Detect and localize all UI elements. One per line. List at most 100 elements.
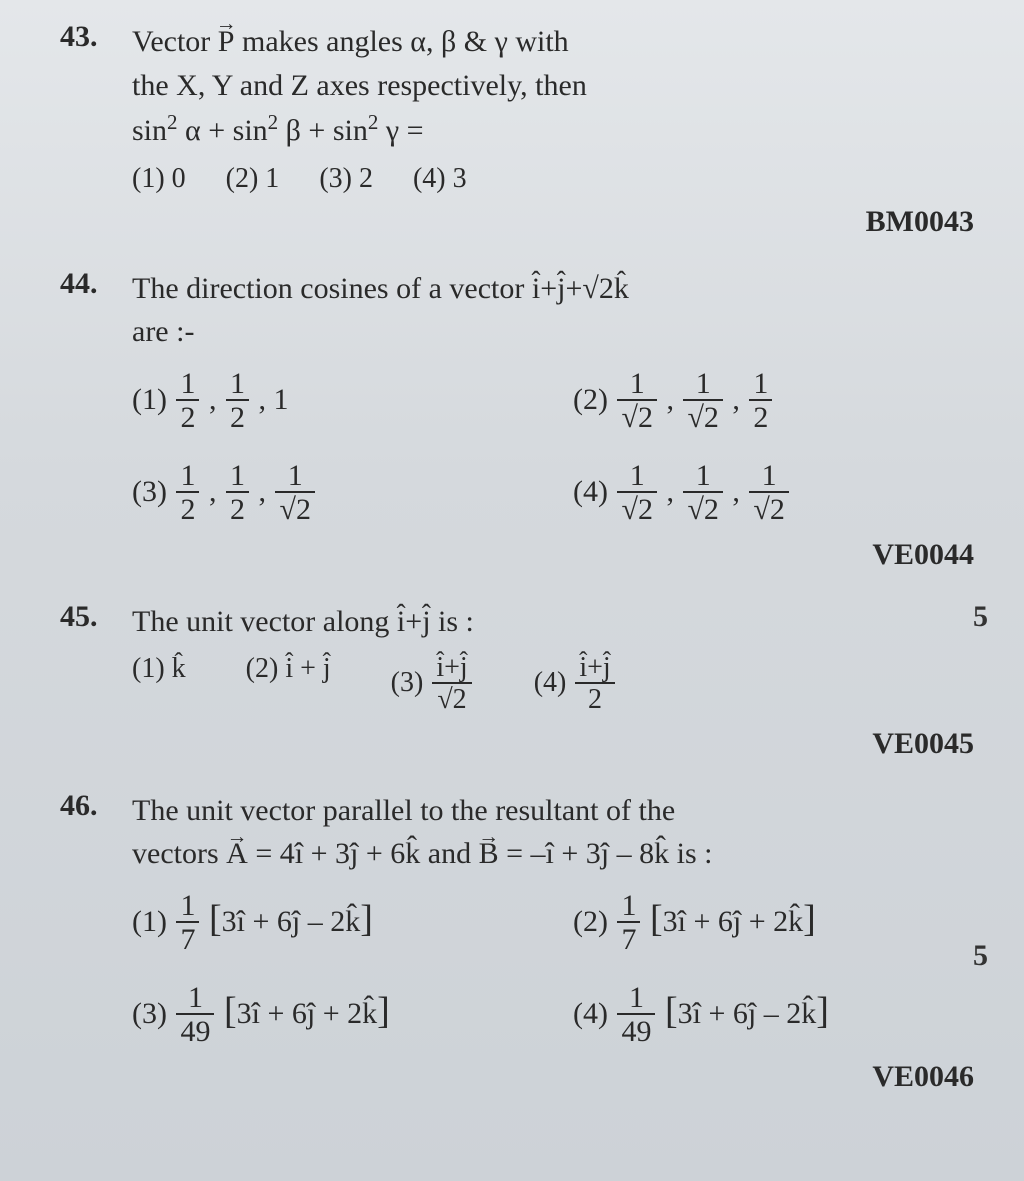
q44-o2-n1: 1 bbox=[617, 368, 656, 402]
q44-opt3: (3) 12 , 12 , 1√2 bbox=[132, 460, 553, 528]
q44-o2-label: (2) bbox=[573, 382, 615, 415]
q44-code: VE0044 bbox=[60, 538, 994, 572]
q45-jhat: j bbox=[422, 600, 430, 644]
question-43: 43. Vector P makes angles α, β & γ with … bbox=[60, 20, 994, 239]
q44-stem-a: The direction cosines of a vector bbox=[132, 272, 532, 305]
q44-o4-n2: 1 bbox=[683, 460, 722, 494]
q44-o2-d1: √2 bbox=[617, 401, 656, 436]
q46-stem: 46. The unit vector parallel to the resu… bbox=[60, 789, 994, 876]
q44-o2-n3: 1 bbox=[749, 368, 772, 402]
q46-o4-num: 1 bbox=[617, 982, 655, 1016]
q44-o4-c2: , bbox=[732, 474, 747, 507]
q43-opt4: (4) 3 bbox=[413, 163, 467, 195]
q44-o4-d2: √2 bbox=[683, 493, 722, 528]
q46-side-num: 5 bbox=[973, 939, 988, 973]
q45-side-num: 5 bbox=[973, 600, 988, 634]
q45-o2-i: i bbox=[285, 653, 293, 685]
q44-o1-n1: 1 bbox=[176, 368, 199, 402]
q46-o1-num: 1 bbox=[176, 890, 199, 924]
q44-o1-n2: 1 bbox=[226, 368, 249, 402]
q45-opt2: (2) i + j bbox=[246, 653, 331, 717]
q44-o3-c2: , bbox=[258, 474, 273, 507]
q45-o1-k: k bbox=[172, 653, 186, 685]
q44-o3-c1: , bbox=[209, 474, 224, 507]
q45-opt3: (3) i+j√2 bbox=[391, 653, 474, 717]
q45-options: (1) k (2) i + j (3) i+j√2 (4) i+j 2 bbox=[132, 653, 994, 717]
q46-o3-label: (3) bbox=[132, 996, 174, 1029]
q43-a: α + sin bbox=[178, 114, 268, 147]
q46-o4-bo: [ bbox=[665, 989, 678, 1031]
q46-o4-bc: ] bbox=[816, 989, 829, 1031]
q45-o4-label: (4) bbox=[534, 667, 574, 698]
q44-opt1: (1) 12 , 12 , 1 bbox=[132, 368, 553, 436]
q44-o2-d3: 2 bbox=[749, 401, 772, 436]
q46-stem-b-mid: and bbox=[420, 837, 478, 870]
q46-o1-bc: ] bbox=[360, 897, 373, 939]
q44-o3-d2: 2 bbox=[226, 493, 249, 528]
q46-code: VE0046 bbox=[60, 1060, 994, 1094]
q44-options: (1) 12 , 12 , 1 (2) 1√2 , 1√2 , 12 (3) 1… bbox=[132, 368, 994, 528]
q43-line1b: makes angles α, β & γ with bbox=[234, 25, 568, 58]
q43-vecP: P bbox=[218, 20, 235, 64]
q43-options: (1) 0 (2) 1 (3) 2 (4) 3 bbox=[132, 163, 994, 195]
q46-o3-bc: ] bbox=[377, 989, 390, 1031]
q44-o1-last: 1 bbox=[273, 382, 288, 415]
q44-opt2: (2) 1√2 , 1√2 , 12 bbox=[573, 368, 994, 436]
q46-options: (1) 17 [3î + 6ĵ – 2k̂] (2) 17 [3î + 6ĵ +… bbox=[132, 890, 994, 1050]
q46-o3-num: 1 bbox=[176, 982, 214, 1016]
q45-stem: 45. The unit vector along i+j is : bbox=[60, 600, 994, 644]
q46-Avec: A bbox=[226, 832, 248, 876]
q45-o3-num: i+j bbox=[432, 653, 471, 684]
q43-b: β + sin bbox=[278, 114, 368, 147]
q45-o2-j: j bbox=[323, 653, 331, 685]
q46-o2-bo: [ bbox=[650, 897, 663, 939]
q46-o3-den: 49 bbox=[176, 1015, 214, 1050]
q46-o2-bc: ] bbox=[803, 897, 816, 939]
q43-number: 43. bbox=[60, 20, 114, 54]
q46-stem-b-pre: vectors bbox=[132, 837, 226, 870]
q43-opt2: (2) 1 bbox=[226, 163, 280, 195]
q44-o2-c2: , bbox=[732, 382, 747, 415]
q46-stem-b-post: is : bbox=[669, 837, 712, 870]
q43-sin1: sin bbox=[132, 114, 167, 147]
q46-o2-num: 1 bbox=[617, 890, 640, 924]
q46-o4-label: (4) bbox=[573, 996, 615, 1029]
q44-number: 44. bbox=[60, 267, 114, 301]
q45-o4-den: 2 bbox=[575, 684, 614, 716]
q45-o3-den: √2 bbox=[432, 684, 471, 716]
q46-o2-label: (2) bbox=[573, 904, 615, 937]
q46-Bvec: B bbox=[479, 832, 499, 876]
q43-text: Vector P makes angles α, β & γ with the … bbox=[132, 20, 994, 153]
q44-stem-b: are :- bbox=[132, 315, 194, 348]
q46-o1-label: (1) bbox=[132, 904, 174, 937]
q46-Bexpr: = –î + 3ĵ – 8k̂ bbox=[499, 837, 670, 870]
q46-opt4: (4) 149 [3î + 6ĵ – 2k̂] bbox=[573, 982, 994, 1050]
q44-text: The direction cosines of a vector i+j+√2… bbox=[132, 267, 994, 354]
q44-o1-c1: , bbox=[209, 382, 224, 415]
q45-stem-tail: is : bbox=[431, 605, 474, 638]
q46-opt3: (3) 149 [3î + 6ĵ + 2k̂] bbox=[132, 982, 553, 1050]
page: 43. Vector P makes angles α, β & γ with … bbox=[0, 0, 1024, 1181]
q44-opt4: (4) 1√2 , 1√2 , 1√2 bbox=[573, 460, 994, 528]
q44-o4-d3: √2 bbox=[749, 493, 788, 528]
q45-o1-label: (1) bbox=[132, 653, 172, 684]
q46-o1-expr: 3î + 6ĵ – 2k̂ bbox=[222, 904, 361, 937]
q44-o4-n3: 1 bbox=[749, 460, 788, 494]
q45-ihat: i bbox=[397, 600, 405, 644]
q46-Aexpr: = 4î + 3ĵ + 6k̂ bbox=[248, 837, 420, 870]
q46-o2-den: 7 bbox=[617, 923, 640, 958]
q43-stem: 43. Vector P makes angles α, β & γ with … bbox=[60, 20, 994, 153]
question-44: 44. The direction cosines of a vector i+… bbox=[60, 267, 994, 572]
q46-o3-expr: 3î + 6ĵ + 2k̂ bbox=[237, 996, 378, 1029]
q44-o1-d1: 2 bbox=[176, 401, 199, 436]
q43-line2: the X, Y and Z axes respectively, then bbox=[132, 69, 587, 102]
q43-line1a: Vector bbox=[132, 25, 218, 58]
q44-o4-d1: √2 bbox=[617, 493, 656, 528]
q44-o3-d1: 2 bbox=[176, 493, 199, 528]
q44-o3-n2: 1 bbox=[226, 460, 249, 494]
q46-opt2: (2) 17 [3î + 6ĵ + 2k̂] bbox=[573, 890, 994, 958]
q46-o4-den: 49 bbox=[617, 1015, 655, 1050]
q43-opt1: (1) 0 bbox=[132, 163, 186, 195]
q44-stem: 44. The direction cosines of a vector i+… bbox=[60, 267, 994, 354]
q46-text: The unit vector parallel to the resultan… bbox=[132, 789, 994, 876]
